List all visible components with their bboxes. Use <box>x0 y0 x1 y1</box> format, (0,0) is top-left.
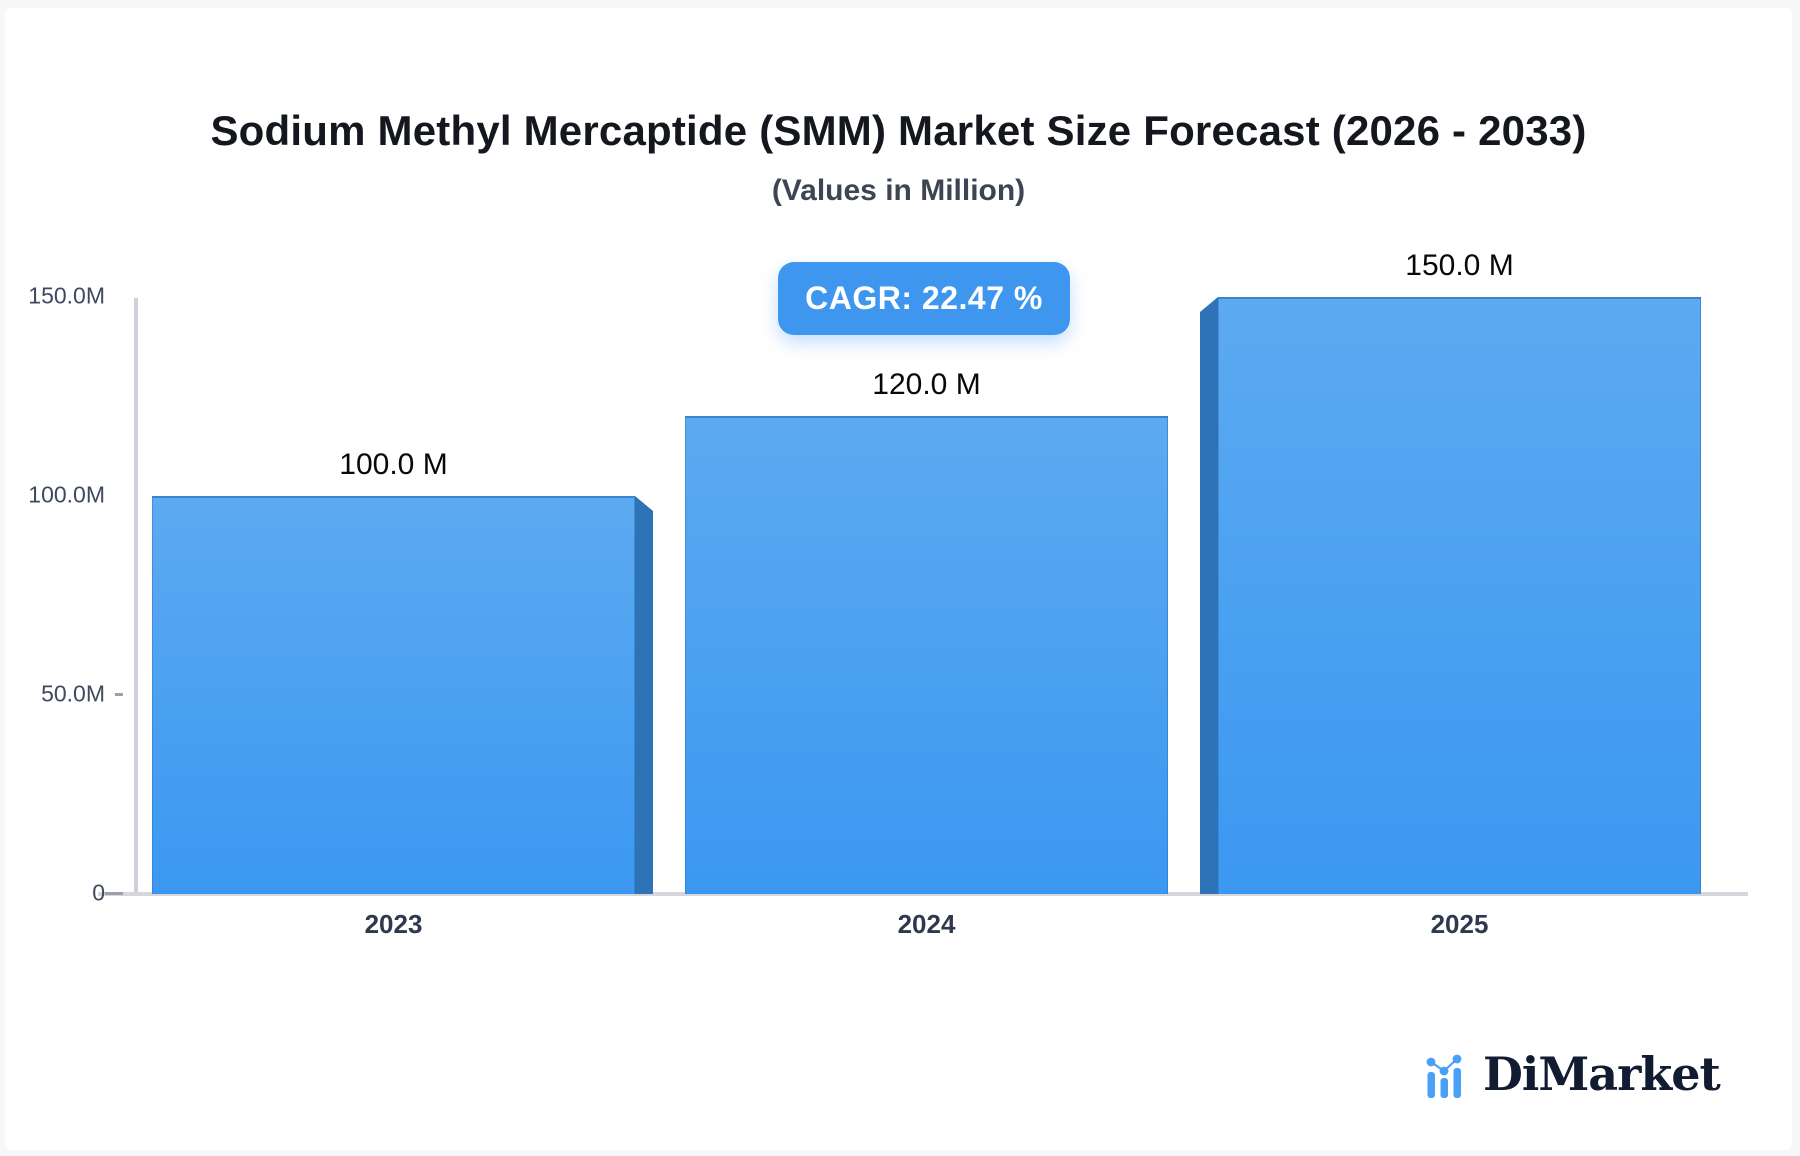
y-axis-label: 0 <box>92 879 105 906</box>
y-axis-tick <box>105 892 123 895</box>
x-axis-baseline <box>98 892 1748 896</box>
brand-name: DiMarket <box>1483 1047 1721 1101</box>
y-axis-label: 50.0M <box>41 680 105 707</box>
y-axis-label: 100.0M <box>28 481 105 508</box>
bar-value-label: 120.0 M <box>872 368 981 401</box>
x-axis-label: 2024 <box>897 909 956 939</box>
bar <box>1218 297 1701 894</box>
y-axis-label: 150.0M <box>28 282 105 309</box>
x-axis-label: 2023 <box>364 909 423 939</box>
cagr-badge: CAGR: 22.47 % <box>778 262 1070 335</box>
chart-subtitle: (Values in Million) <box>771 174 1026 207</box>
chart-title: Sodium Methyl Mercaptide (SMM) Market Si… <box>210 107 1587 154</box>
bar <box>685 416 1168 894</box>
bar-value-label: 100.0 M <box>339 448 448 481</box>
brand-watermark: DiMarket <box>1425 1047 1721 1101</box>
bar-3d-side-face <box>635 496 653 894</box>
bar-3d-side-face <box>1200 297 1218 894</box>
plot-area: 100.0 M 2023 120.0 M 2024 150.0 M 2025 150.0M 1… <box>5 8 1792 1150</box>
dimarket-logo-icon <box>1426 1054 1462 1098</box>
bar <box>152 496 635 894</box>
bar-value-label: 150.0 M <box>1405 249 1514 282</box>
y-axis-line <box>134 298 138 892</box>
chart-card: Sodium Methyl Mercaptide (SMM) Market Si… <box>5 8 1792 1150</box>
x-axis-label: 2025 <box>1430 909 1489 939</box>
y-axis-tick <box>115 693 123 696</box>
